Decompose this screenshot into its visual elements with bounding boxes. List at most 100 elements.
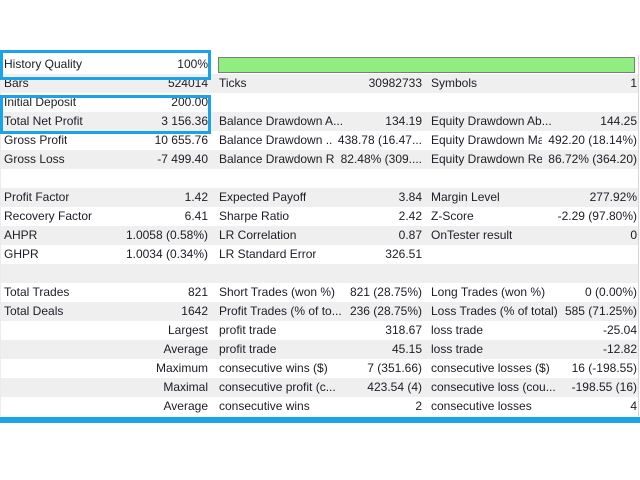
cell-value: 492.20 (18.14%) — [548, 133, 637, 147]
cell-value: 1.0034 (0.34%) — [125, 247, 208, 261]
cell-label: loss trade — [431, 323, 484, 337]
cell-label: Profit Trades (% of to... — [219, 304, 342, 318]
cell-label: Loss Trades (% of total) — [431, 304, 558, 318]
cell-value: -2.29 (97.80%) — [557, 209, 637, 223]
table-cell-c2: LR Standard Error 326.51 — [219, 245, 422, 264]
table-cell-c2: profit trade 318.67 — [219, 321, 422, 340]
cell-value: 30982733 — [368, 76, 422, 90]
cell-label: Recovery Factor — [4, 209, 93, 223]
cell-label: Initial Deposit — [4, 95, 77, 109]
cell-label: OnTester result — [431, 228, 513, 242]
table-row: Recovery Factor 6.41 Sharpe Ratio 2.42 Z-Sco… — [1, 207, 638, 226]
cell-value: 134.19 — [385, 114, 422, 128]
table-cell-c3: consecutive loss (cou... -198.55 (16) — [431, 378, 637, 397]
cell-value: 1.0058 (0.58%) — [125, 228, 208, 242]
table-cell-c1: Largest — [4, 321, 208, 340]
cell-value: 438.78 (16.47... — [337, 133, 422, 147]
table-cell-c3: OnTester result 0 — [431, 226, 637, 245]
cell-value: Largest — [167, 323, 208, 337]
table-cell-c1: Average — [4, 397, 208, 416]
table-cell-c3 — [431, 169, 637, 188]
cell-value: 821 — [187, 285, 208, 299]
cell-value: 277.92% — [589, 190, 637, 204]
cell-label: Total Net Profit — [4, 114, 83, 128]
cell-label: Balance Drawdown R... — [219, 152, 335, 166]
table-cell-c1: Total Net Profit 3 156.36 — [4, 112, 208, 131]
table-cell-c2: Balance Drawdown R... 82.48% (309.... — [219, 150, 422, 169]
cell-value: 1.42 — [184, 190, 208, 204]
table-cell-c3: loss trade -25.04 — [431, 321, 637, 340]
table-row: Maximum consecutive wins ($) 7 (351.66) con… — [1, 359, 638, 378]
cell-value: 318.67 — [385, 323, 422, 337]
table-cell-c2: Profit Trades (% of to... 236 (28.75%) — [219, 302, 422, 321]
cell-label: profit trade — [219, 323, 277, 337]
table-row — [1, 169, 638, 188]
cell-label: consecutive wins ($) — [219, 361, 328, 375]
cell-value: 86.72% (364.20) — [548, 152, 637, 166]
table-row: Maximal consecutive profit (c... 423.54 (4… — [1, 378, 638, 397]
cell-label: profit trade — [219, 342, 277, 356]
cell-value: 200.00 — [171, 95, 208, 109]
cell-label: Total Trades — [4, 285, 70, 299]
cell-value: 2 — [415, 399, 422, 413]
cell-label: consecutive losses — [431, 399, 532, 413]
table-cell-c1: Maximal — [4, 378, 208, 397]
cell-value: 3 156.36 — [161, 114, 208, 128]
cell-value: 10 655.76 — [154, 133, 208, 147]
cell-value: 6.41 — [184, 209, 208, 223]
table-row: Average consecutive wins 2 consecutive loss… — [1, 397, 638, 416]
cell-value: -25.04 — [602, 323, 637, 337]
cell-label: consecutive profit (c... — [219, 380, 336, 394]
cell-label: Sharpe Ratio — [219, 209, 290, 223]
table-row: Gross Profit 10 655.76 Balance Drawdown ..… — [1, 131, 638, 150]
table-cell-c3: Equity Drawdown Ab... 144.25 — [431, 112, 637, 131]
cell-value: 326.51 — [385, 247, 422, 261]
cell-label: Profit Factor — [4, 190, 70, 204]
cell-label: Ticks — [219, 76, 247, 90]
cell-value: 1 — [630, 76, 637, 90]
cell-value: 0 — [630, 228, 637, 242]
cell-value: 524014 — [167, 76, 208, 90]
table-row: Total Deals 1642 Profit Trades (% of to...… — [1, 302, 638, 321]
table-cell-c1: Gross Loss -7 499.40 — [4, 150, 208, 169]
table-cell-c1: GHPR 1.0034 (0.34%) — [4, 245, 208, 264]
table-cell-c3: Margin Level 277.92% — [431, 188, 637, 207]
cell-value: 16 (-198.55) — [571, 361, 637, 375]
table-cell-c1: Average — [4, 340, 208, 359]
cell-label: Short Trades (won %) — [219, 285, 336, 299]
cell-value: 144.25 — [600, 114, 637, 128]
cell-value: 821 (28.75%) — [349, 285, 422, 299]
cell-label: Bars — [4, 76, 29, 90]
table-cell-c3: Equity Drawdown Ma... 492.20 (18.14%) — [431, 131, 637, 150]
table-row: Initial Deposit 200.00 — [1, 93, 638, 112]
cell-value — [416, 93, 422, 112]
table-cell-c2 — [219, 264, 422, 283]
table-cell-c1: Maximum — [4, 359, 208, 378]
cell-value: -7 499.40 — [157, 152, 208, 166]
table-cell-c2: Sharpe Ratio 2.42 — [219, 207, 422, 226]
table-cell-c1: Initial Deposit 200.00 — [4, 93, 208, 112]
table-row — [1, 264, 638, 283]
table-row: Largest profit trade 318.67 loss trade -25.0… — [1, 321, 638, 340]
cell-value — [416, 264, 422, 283]
table-cell-c3: Symbols 1 — [431, 74, 637, 93]
history-quality-progress-bar — [218, 57, 635, 73]
table-cell-c1: History Quality 100% — [4, 55, 208, 74]
table-cell-c3 — [431, 264, 637, 283]
table-cell-c2: Balance Drawdown A... 134.19 — [219, 112, 422, 131]
report-table: History Quality 100% Bars 524014 Ticks 309827… — [0, 55, 639, 416]
cell-label: Balance Drawdown A... — [219, 114, 344, 128]
table-cell-c1: Bars 524014 — [4, 74, 208, 93]
cell-value: 0 (0.00%) — [584, 285, 637, 299]
cell-label: LR Correlation — [219, 228, 297, 242]
cell-value: 585 (71.25%) — [564, 304, 637, 318]
cell-value: 1642 — [181, 304, 208, 318]
table-cell-c2: Ticks 30982733 — [219, 74, 422, 93]
cell-label: Z-Score — [431, 209, 474, 223]
table-cell-c2: Expected Payoff 3.84 — [219, 188, 422, 207]
table-cell-c2: consecutive wins ($) 7 (351.66) — [219, 359, 422, 378]
table-cell-c1 — [4, 264, 208, 283]
cell-value — [631, 264, 637, 283]
table-cell-c3: Long Trades (won %) 0 (0.00%) — [431, 283, 637, 302]
table-cell-c2: consecutive profit (c... 423.54 (4) — [219, 378, 422, 397]
